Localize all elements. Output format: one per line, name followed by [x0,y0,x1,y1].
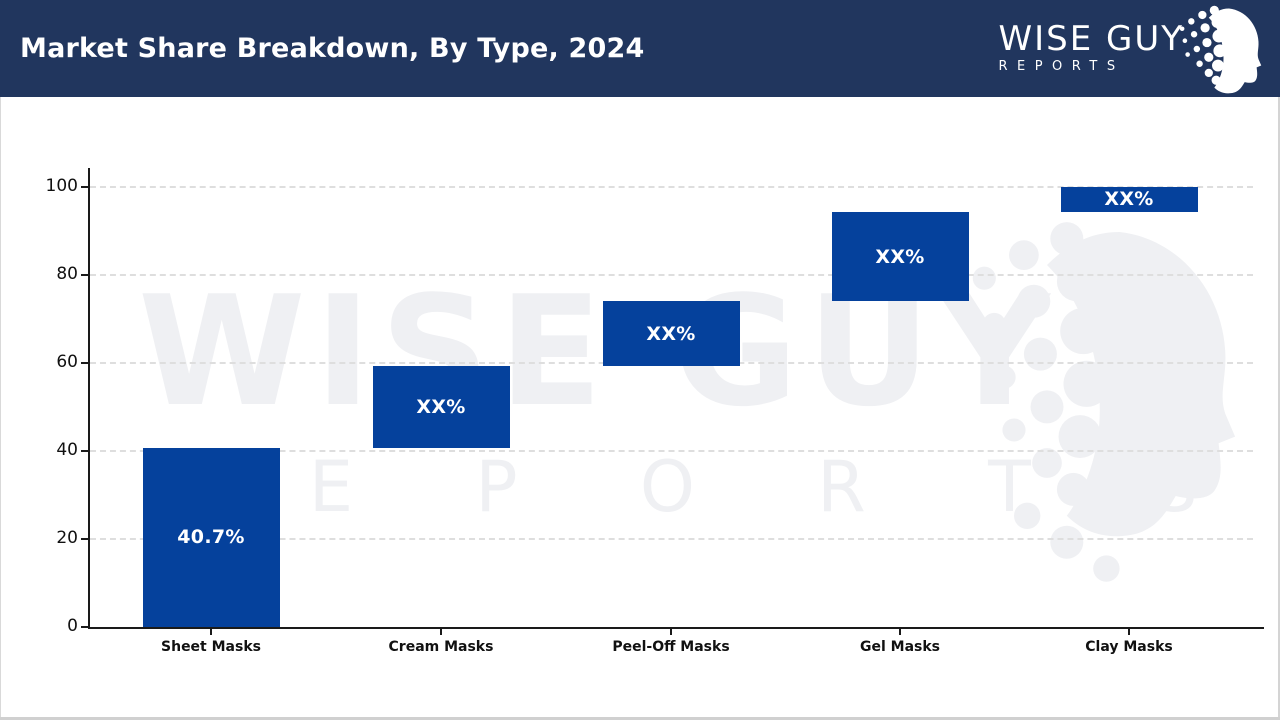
logo-wordmark: WISE GUY [998,19,1184,59]
x-category-label-3: Gel Masks [859,639,940,655]
y-tick-label-20: 20 [56,528,78,548]
bar-cream-masks: XX% [372,366,510,448]
gridline-80 [90,274,1253,276]
y-tick-0 [81,626,89,628]
x-tick-4 [1128,629,1130,635]
gridline-20 [90,538,1253,540]
bar-sheet-masks: 40.7% [142,447,280,627]
x-category-label-1: Cream Masks [388,639,494,655]
gridline-40 [90,450,1253,452]
y-tick-label-0: 0 [67,616,78,636]
bar-gel-masks: XX% [831,211,969,302]
x-category-label-4: Clay Masks [1085,639,1173,655]
logo-subtitle: REPORTS [998,59,1125,74]
wiseguy-face-icon [1179,5,1262,93]
canvas-right-border [1278,97,1280,720]
bar-value-label: XX% [875,245,925,268]
y-tick-label-60: 60 [56,352,78,372]
wiseguy-logo-text: WISE GUY REPORTS [998,21,1184,76]
bar-clay-masks: XX% [1060,187,1198,212]
y-axis-line [88,168,90,629]
canvas-bottom-border [0,717,1280,720]
y-tick-20 [81,538,89,540]
x-tick-3 [899,629,901,635]
x-axis-line [88,627,1264,629]
x-tick-0 [210,629,212,635]
y-tick-label-80: 80 [56,264,78,284]
bar-value-label: 40.7% [177,526,245,549]
chart-canvas: WISE GUY R E P O R T S 0 20 40 60 80 100 40.7%… [0,97,1280,720]
watermark-subtitle: R E P O R T S [138,446,1248,528]
y-tick-100 [81,186,89,188]
page-title: Market Share Breakdown, By Type, 2024 [20,33,645,64]
canvas-left-border [0,97,1,720]
y-tick-60 [81,362,89,364]
bar-value-label: XX% [646,322,696,345]
x-tick-1 [440,629,442,635]
y-tick-40 [81,450,89,452]
y-tick-label-40: 40 [56,440,78,460]
wiseguy-logo: WISE GUY REPORTS [998,0,1280,97]
y-tick-label-100: 100 [45,176,78,196]
bar-peel-off-masks: XX% [602,301,740,367]
y-tick-80 [81,274,89,276]
bar-value-label: XX% [416,395,466,418]
header-bar: Market Share Breakdown, By Type, 2024 WI… [0,0,1280,97]
x-category-label-0: Sheet Masks [161,639,261,655]
x-category-label-2: Peel-Off Masks [612,639,730,655]
gridline-100 [90,186,1253,188]
x-tick-2 [670,629,672,635]
bar-value-label: XX% [1104,188,1154,211]
